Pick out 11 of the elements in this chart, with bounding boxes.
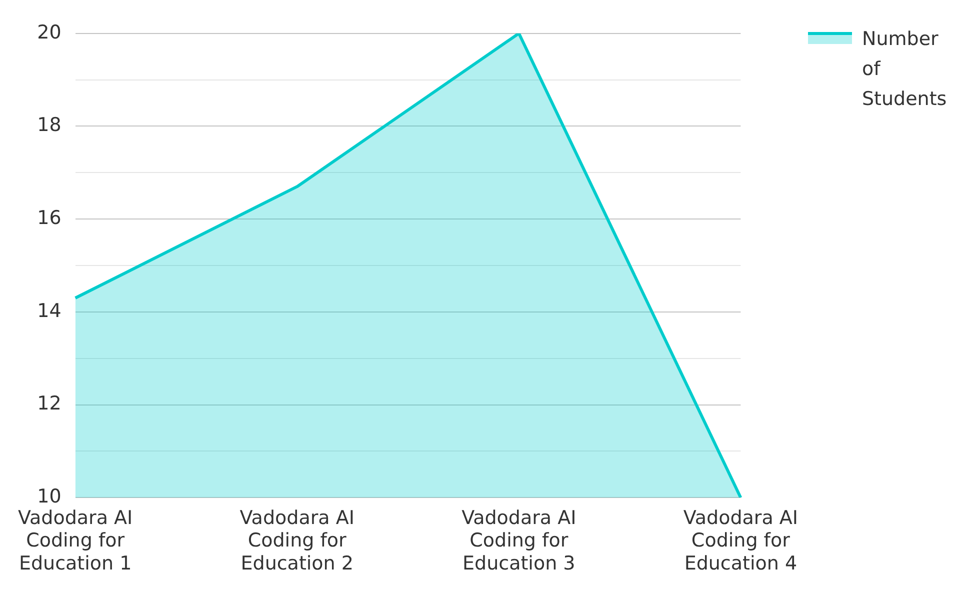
y-tick-label: 12: [37, 392, 62, 415]
legend-label: Number of Students: [862, 27, 948, 112]
x-tick-label: Vadodara AI Coding for Education 3: [462, 506, 576, 575]
x-tick-label: Vadodara AI Coding for Education 4: [683, 506, 798, 575]
y-tick-label: 18: [37, 114, 62, 136]
x-tick-label: Vadodara AI Coding for Education 1: [18, 506, 133, 575]
y-tick-label: 16: [37, 207, 62, 230]
y-tick-label: 10: [37, 486, 62, 508]
y-tick-label: 14: [37, 300, 62, 322]
y-tick-label: 20: [37, 21, 62, 44]
x-tick-label: Vadodara AI Coding for Education 2: [240, 506, 354, 575]
